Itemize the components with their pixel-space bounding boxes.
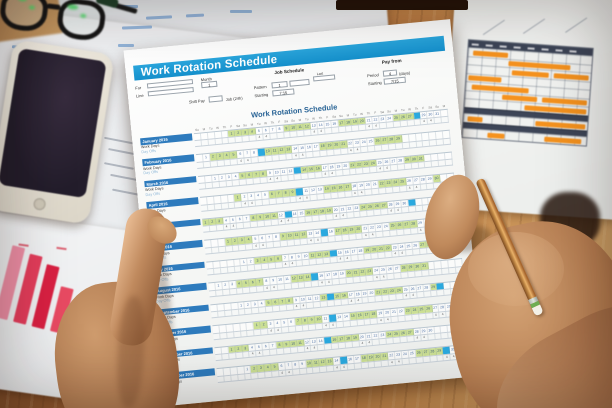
phone-screen bbox=[0, 48, 107, 199]
shift-pay-field bbox=[208, 95, 223, 103]
month-label-column: March 2016 Work Days Day Offs bbox=[144, 176, 199, 197]
for-label: For bbox=[135, 85, 142, 91]
gantt-header-tick bbox=[541, 47, 549, 51]
day-cell bbox=[440, 109, 449, 117]
glasses-left-lens bbox=[0, 0, 50, 34]
job-label: Job (24h) bbox=[225, 95, 243, 102]
gantt-header-tick bbox=[527, 46, 535, 50]
gantt-header-tick bbox=[471, 42, 479, 46]
job-schedule-heading: Job Schedule bbox=[274, 67, 305, 76]
days-suffix: (days) bbox=[398, 70, 411, 77]
line-label: Line bbox=[135, 92, 144, 99]
day-cell bbox=[444, 152, 453, 160]
starting-label: Starting bbox=[254, 91, 269, 99]
pay-starting-field: 7/15 bbox=[383, 76, 406, 85]
pay-starting-label: Starting bbox=[367, 79, 382, 87]
pattern-label: Pattern bbox=[253, 84, 267, 91]
rotated-column-label bbox=[482, 19, 506, 36]
month-field: 1 bbox=[200, 80, 218, 89]
mark-cell bbox=[445, 159, 454, 166]
starting-field: 7:15 bbox=[272, 88, 295, 97]
month-label-column: February 2016 Work Days Day Offs bbox=[142, 154, 197, 176]
gantt-bar bbox=[467, 115, 483, 122]
month-label-column: January 2016 Work Days Day Offs bbox=[140, 133, 195, 154]
month-rows: January 2016 Work Days Day Offs 1 2 3 4 5 6 7 8 9 10… bbox=[140, 108, 475, 389]
rotated-column-label bbox=[522, 18, 546, 35]
line-field bbox=[147, 87, 194, 97]
day-cell bbox=[442, 131, 451, 139]
period-label: Period bbox=[366, 72, 379, 79]
weekday-cell: M bbox=[442, 103, 446, 109]
glasses-bridge bbox=[46, 3, 61, 10]
pay-from-heading: Pay from bbox=[381, 57, 402, 65]
gantt-table bbox=[461, 39, 594, 147]
last-field bbox=[312, 74, 336, 82]
gantt-header-tick bbox=[555, 48, 563, 52]
pattern-field: 1 bbox=[271, 80, 288, 89]
printed-mark bbox=[118, 44, 134, 47]
desk-shadow-strip bbox=[336, 0, 468, 10]
mark-cell bbox=[441, 117, 449, 123]
phone-home-button bbox=[32, 197, 47, 211]
gantt-header-tick bbox=[499, 44, 507, 48]
glasses-right-lens bbox=[55, 0, 108, 43]
gantt-header-tick bbox=[485, 43, 493, 47]
gantt-header-tick bbox=[569, 49, 577, 53]
gantt-bar bbox=[487, 132, 505, 139]
shift-pay-label: Shift Pay bbox=[188, 98, 206, 105]
mark-cell bbox=[443, 138, 451, 145]
gantt-header-tick bbox=[513, 45, 521, 49]
rotated-column-label bbox=[565, 17, 588, 34]
period-field: 4 bbox=[382, 69, 398, 77]
printed-mark bbox=[230, 10, 252, 13]
bar-label-mark bbox=[56, 246, 67, 251]
pattern-field-2 bbox=[289, 78, 310, 87]
gantt-bar bbox=[543, 136, 582, 144]
